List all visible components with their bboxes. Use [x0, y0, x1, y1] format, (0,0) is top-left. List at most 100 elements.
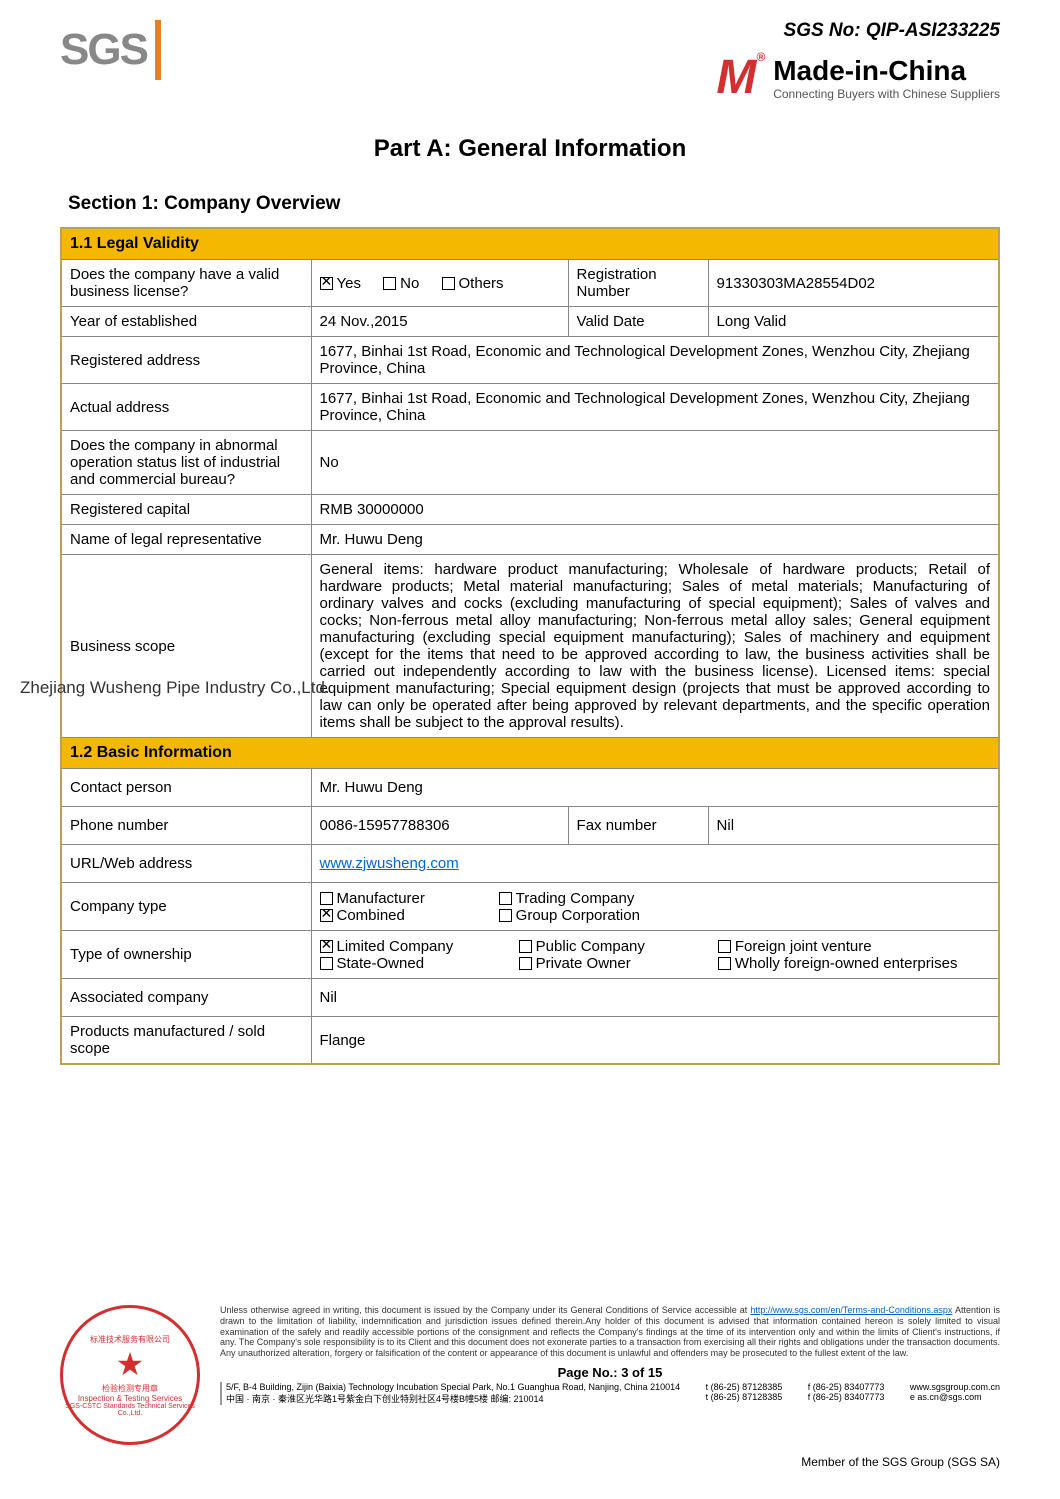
section-11-header: 1.1 Legal Validity [61, 228, 999, 260]
act-addr-label: Actual address [61, 384, 311, 431]
addr-en: 5/F, B-4 Building, Zijin (Baixia) Techno… [226, 1382, 680, 1392]
seal-mid: 检验检测专用章 [102, 1383, 158, 1394]
contact-label: Contact person [61, 769, 311, 807]
member-text: Member of the SGS Group (SGS SA) [60, 1455, 1000, 1469]
phone-value: 0086-15957788306 [311, 807, 568, 845]
footer-fax: f (86-25) 83407773 [808, 1382, 885, 1392]
checkbox-public [519, 940, 532, 953]
sgs-logo-text: SGS [60, 25, 147, 75]
checkbox-no [383, 277, 396, 290]
scope-label: Business scope [61, 555, 311, 738]
reg-addr-label: Registered address [61, 337, 311, 384]
mic-subtitle: Connecting Buyers with Chinese Suppliers [773, 87, 1000, 101]
opt-manufacturer: Manufacturer [337, 890, 477, 907]
sgs-logo: SGS [60, 20, 161, 80]
abnormal-value: No [311, 431, 999, 495]
overview-table: 1.1 Legal Validity Does the company have… [60, 227, 1000, 1065]
opt-foreign-jv: Foreign joint venture [735, 938, 872, 955]
disclaimer-link[interactable]: http://www.sgs.com/en/Terms-and-Conditio… [750, 1305, 952, 1315]
contact-value: Mr. Huwu Deng [311, 769, 999, 807]
opt-limited: Limited Company [337, 938, 497, 955]
legal-rep-label: Name of legal representative [61, 525, 311, 555]
disclaimer-text: Unless otherwise agreed in writing, this… [220, 1305, 1000, 1359]
own-options: Limited Company Public Company Foreign j… [311, 931, 999, 979]
assoc-value: Nil [311, 979, 999, 1017]
valid-date-label: Valid Date [568, 307, 708, 337]
footer-web: www.sgsgroup.com.cn [910, 1382, 1000, 1392]
checkbox-wholly-foreign [718, 957, 731, 970]
footer-tel: t (86-25) 87128385 [706, 1382, 783, 1392]
reg-cap-label: Registered capital [61, 495, 311, 525]
checkbox-trading [499, 892, 512, 905]
abnormal-label: Does the company in abnormal operation s… [61, 431, 311, 495]
ctype-label: Company type [61, 883, 311, 931]
made-in-china-logo: M® Made-in-China Connecting Buyers with … [716, 50, 1000, 105]
license-question: Does the company have a valid business l… [61, 260, 311, 307]
reg-addr-value: 1677, Binhai 1st Road, Economic and Tech… [311, 337, 999, 384]
checkbox-yes [320, 277, 333, 290]
footer-email: e as.cn@sgs.com [910, 1392, 1000, 1402]
own-label: Type of ownership [61, 931, 311, 979]
valid-date-value: Long Valid [708, 307, 999, 337]
opt-yes: Yes [337, 275, 361, 292]
ctype-options: Manufacturer Trading Company Combined Gr… [311, 883, 999, 931]
checkbox-private [519, 957, 532, 970]
seal-top: 标准技术服务有限公司 [90, 1334, 170, 1345]
opt-group: Group Corporation [516, 907, 640, 924]
mic-mark-icon: M® [716, 50, 765, 105]
fax-value: Nil [708, 807, 999, 845]
star-icon: ★ [116, 1345, 145, 1383]
opt-wholly-foreign: Wholly foreign-owned enterprises [735, 955, 958, 972]
url-link[interactable]: www.zjwusheng.com [320, 855, 459, 872]
disclaimer-pre: Unless otherwise agreed in writing, this… [220, 1305, 750, 1315]
fax-label: Fax number [568, 807, 708, 845]
sgs-number: SGS No: QIP-ASI233225 [716, 20, 1000, 42]
section-12-header: 1.2 Basic Information [61, 738, 999, 769]
footer-fax2: f (86-25) 83407773 [808, 1392, 885, 1402]
url-label: URL/Web address [61, 845, 311, 883]
sgs-no-label: SGS No: [784, 20, 861, 41]
watermark-text: Zhejiang Wusheng Pipe Industry Co.,Ltd. [20, 678, 330, 698]
page-header: SGS SGS No: QIP-ASI233225 M® Made-in-Chi… [0, 0, 1060, 105]
sgs-no-value: QIP-ASI233225 [866, 20, 1000, 41]
products-label: Products manufactured / sold scope [61, 1017, 311, 1065]
footer-tel2: t (86-25) 87128385 [706, 1392, 783, 1402]
year-est-value: 24 Nov.,2015 [311, 307, 568, 337]
page-footer: 标准技术服务有限公司 ★ 检验检测专用章 Inspection & Testin… [60, 1305, 1000, 1469]
opt-combined: Combined [337, 907, 477, 924]
legal-rep-value: Mr. Huwu Deng [311, 525, 999, 555]
act-addr-value: 1677, Binhai 1st Road, Economic and Tech… [311, 384, 999, 431]
mic-text: Made-in-China [773, 55, 1000, 87]
reg-num-label: Registration Number [568, 260, 708, 307]
header-right: SGS No: QIP-ASI233225 M® Made-in-China C… [716, 20, 1000, 105]
opt-no: No [400, 275, 419, 292]
opt-others: Others [459, 275, 504, 292]
addr-cn: 中国 · 南京 · 秦淮区光华路1号紫金白下创业特别社区4号楼B幢5楼 邮编: … [226, 1392, 680, 1405]
checkbox-limited [320, 940, 333, 953]
logo-bar-icon [155, 20, 161, 80]
part-title: Part A: General Information [0, 135, 1060, 163]
seal-bot2: SGS-CSTC Standards Technical Services Co… [63, 1403, 197, 1417]
assoc-label: Associated company [61, 979, 311, 1017]
opt-state: State-Owned [337, 955, 497, 972]
page-number: Page No.: 3 of 15 [220, 1365, 1000, 1380]
checkbox-state [320, 957, 333, 970]
checkbox-combined [320, 909, 333, 922]
license-options: Yes No Others [311, 260, 568, 307]
opt-trading: Trading Company [516, 890, 635, 907]
seal-bot1: Inspection & Testing Services [78, 1394, 182, 1403]
scope-value: General items: hardware product manufact… [311, 555, 999, 738]
checkbox-foreign-jv [718, 940, 731, 953]
checkbox-group [499, 909, 512, 922]
year-est-label: Year of established [61, 307, 311, 337]
products-value: Flange [311, 1017, 999, 1065]
section-title: Section 1: Company Overview [68, 193, 1000, 215]
seal-stamp-icon: 标准技术服务有限公司 ★ 检验检测专用章 Inspection & Testin… [60, 1305, 200, 1445]
phone-label: Phone number [61, 807, 311, 845]
reg-cap-value: RMB 30000000 [311, 495, 999, 525]
checkbox-others [442, 277, 455, 290]
opt-public: Public Company [536, 938, 696, 955]
checkbox-manufacturer [320, 892, 333, 905]
opt-private: Private Owner [536, 955, 696, 972]
address-block: 5/F, B-4 Building, Zijin (Baixia) Techno… [220, 1382, 1000, 1405]
